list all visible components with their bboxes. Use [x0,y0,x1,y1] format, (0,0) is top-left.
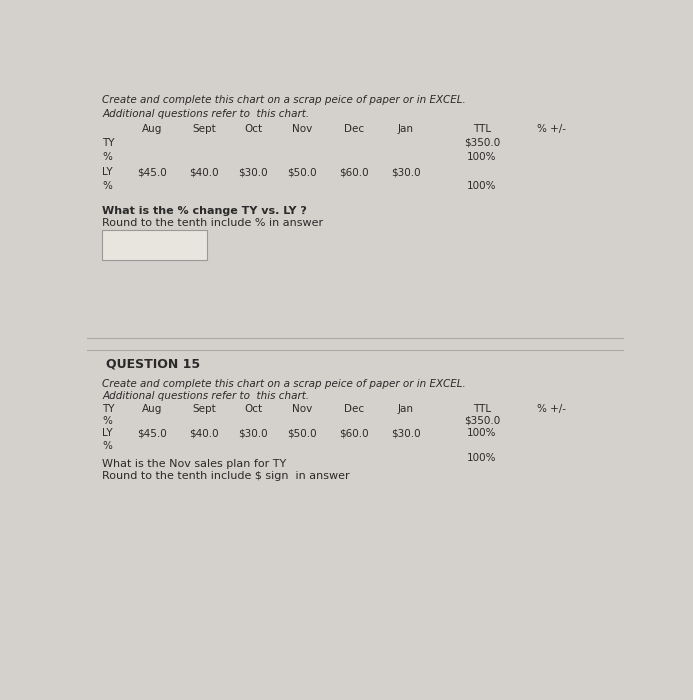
Text: Round to the tenth include % in answer: Round to the tenth include % in answer [102,218,323,228]
Text: % +/-: % +/- [537,124,566,134]
Text: LY: LY [102,428,113,438]
Text: What is the Nov sales plan for TY: What is the Nov sales plan for TY [102,459,286,469]
Text: $40.0: $40.0 [190,428,219,438]
Text: $40.0: $40.0 [190,167,219,177]
Text: $60.0: $60.0 [339,428,369,438]
Text: What is the % change TY vs. LY ?: What is the % change TY vs. LY ? [102,206,307,216]
Text: Additional questions refer to  this chart.: Additional questions refer to this chart… [102,108,309,118]
Text: $350.0: $350.0 [464,138,500,148]
Text: 100%: 100% [467,428,497,438]
Text: %: % [102,440,112,451]
Text: Create and complete this chart on a scrap peice of paper or in EXCEL.: Create and complete this chart on a scra… [102,379,466,389]
Text: Oct: Oct [244,403,263,414]
Text: %: % [102,416,112,426]
Text: Create and complete this chart on a scrap peice of paper or in EXCEL.: Create and complete this chart on a scra… [102,94,466,105]
Text: LY: LY [102,167,113,177]
Text: Dec: Dec [344,403,364,414]
Text: Sept: Sept [193,124,216,134]
Text: $350.0: $350.0 [464,416,500,426]
Text: $30.0: $30.0 [391,428,421,438]
Text: TTL: TTL [473,403,491,414]
Text: Round to the tenth include $ sign  in answer: Round to the tenth include $ sign in ans… [102,470,350,480]
Text: $60.0: $60.0 [339,167,369,177]
Text: $30.0: $30.0 [238,167,268,177]
Text: QUESTION 15: QUESTION 15 [106,357,200,370]
Text: 100%: 100% [467,152,497,162]
Text: Sept: Sept [193,403,216,414]
Text: 100%: 100% [467,181,497,191]
Text: % +/-: % +/- [537,403,566,414]
Text: 100%: 100% [467,453,497,463]
Text: TTL: TTL [473,124,491,134]
Text: %: % [102,152,112,162]
Text: $50.0: $50.0 [288,167,317,177]
Text: Aug: Aug [142,124,163,134]
Text: Dec: Dec [344,124,364,134]
Text: Jan: Jan [398,403,414,414]
Text: $45.0: $45.0 [138,167,168,177]
Text: TY: TY [102,138,114,148]
Text: Nov: Nov [292,124,313,134]
FancyBboxPatch shape [102,230,207,260]
Text: $50.0: $50.0 [288,428,317,438]
Text: %: % [102,181,112,191]
Text: $30.0: $30.0 [391,167,421,177]
Text: Aug: Aug [142,403,163,414]
Text: Oct: Oct [244,124,263,134]
Text: $45.0: $45.0 [138,428,168,438]
Text: Additional questions refer to  this chart.: Additional questions refer to this chart… [102,391,309,401]
Text: Nov: Nov [292,403,313,414]
Text: TY: TY [102,403,114,414]
Text: Jan: Jan [398,124,414,134]
Text: $30.0: $30.0 [238,428,268,438]
